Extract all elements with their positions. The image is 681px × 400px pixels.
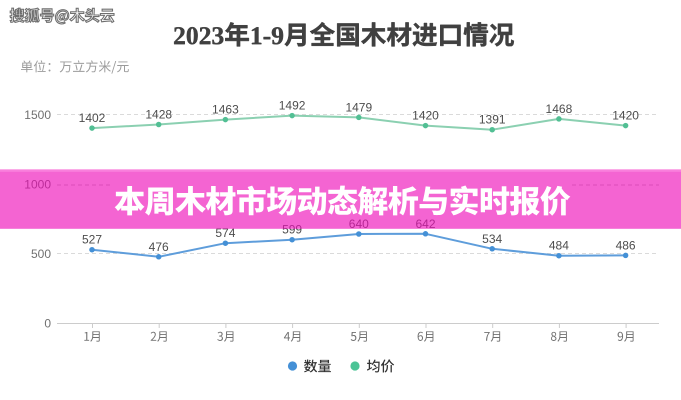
svg-text:1463: 1463 <box>212 103 239 117</box>
svg-text:1492: 1492 <box>279 99 306 113</box>
svg-text:1468: 1468 <box>546 102 573 116</box>
svg-text:1420: 1420 <box>412 109 439 123</box>
svg-text:574: 574 <box>215 226 235 240</box>
svg-text:486: 486 <box>616 238 636 252</box>
svg-text:527: 527 <box>82 233 102 247</box>
svg-text:1428: 1428 <box>145 108 172 122</box>
svg-text:0: 0 <box>44 316 51 330</box>
svg-text:534: 534 <box>482 232 502 246</box>
svg-text:476: 476 <box>149 240 169 254</box>
svg-text:1402: 1402 <box>79 111 106 125</box>
svg-text:1479: 1479 <box>345 100 372 114</box>
svg-text:1500: 1500 <box>24 108 51 122</box>
svg-text:1420: 1420 <box>612 109 639 123</box>
svg-text:1391: 1391 <box>479 113 506 127</box>
svg-text:500: 500 <box>31 247 51 261</box>
svg-text:484: 484 <box>549 239 569 253</box>
